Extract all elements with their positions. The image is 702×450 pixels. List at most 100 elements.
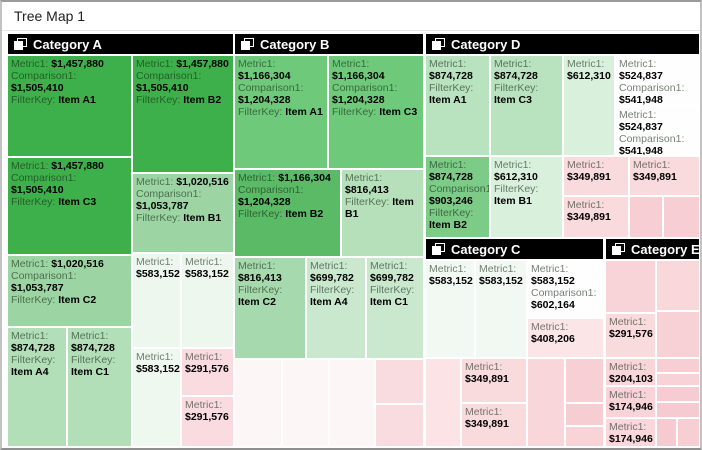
treemap-cell[interactable]: Metric1: $1,457,880 Comparison1: $1,505,4… — [8, 56, 131, 156]
treemap-cell[interactable]: Metric1: $816,413 FilterKey: Item B1 — [342, 170, 423, 256]
treemap-cell[interactable]: Metric1: $874,728 Comparison1: $903,246 Fi… — [426, 157, 489, 237]
treemap-cell[interactable]: Metric1: $291,576 — [606, 314, 655, 357]
cell-value: $1,166,304 — [238, 70, 291, 82]
treemap-cell[interactable]: Metric1: $583,152 — [133, 349, 180, 446]
cell-value: Item A1 — [429, 94, 467, 106]
treemap-cell[interactable]: Metric1: $583,152 — [182, 254, 233, 347]
category-header-category-e[interactable]: Category E — [606, 239, 699, 259]
cell-line: Metric1: $583,152 — [185, 256, 230, 280]
treemap-cell[interactable] — [657, 261, 699, 310]
treemap-cell[interactable]: Metric1: $612,310 FilterKey: Item B1 — [491, 157, 562, 237]
treemap-cell[interactable] — [678, 419, 699, 446]
cell-field-label: FilterKey: — [310, 284, 355, 296]
cell-line: Metric1: $1,457,880 — [11, 58, 128, 70]
treemap-cell[interactable]: Metric1: $1,166,304 Comparison1: $1,204,3… — [235, 56, 327, 168]
treemap-cell[interactable] — [566, 404, 603, 425]
treemap-cell[interactable]: Metric1: $349,891 — [564, 157, 628, 195]
cell-value: $1,204,328 — [238, 196, 291, 208]
treemap-cell[interactable]: Metric1: $349,891 — [564, 197, 628, 237]
treemap-cell[interactable] — [376, 405, 423, 446]
treemap-cell[interactable]: Metric1: $291,576 — [182, 397, 233, 446]
cell-field-label: Comparison1: — [238, 184, 304, 196]
treemap-cell[interactable] — [657, 374, 699, 385]
treemap-cell[interactable]: Metric1: $174,946 — [606, 419, 655, 446]
treemap-cell[interactable] — [657, 419, 676, 446]
treemap-cell[interactable] — [630, 197, 662, 237]
treemap-cell[interactable] — [566, 359, 603, 402]
cell-field-label: Comparison1: — [332, 82, 398, 94]
cell-value: $583,152 — [429, 275, 473, 287]
category-header-category-b[interactable]: Category B — [235, 34, 423, 54]
cell-line: Metric1: $349,891 — [465, 361, 523, 385]
cell-field-label: Metric1: — [465, 406, 503, 418]
treemap-cell[interactable]: Metric1: $583,152 Comparison1: $602,164 — [528, 261, 603, 317]
cell-line: Metric1: $524,837 — [619, 109, 696, 133]
treemap-cell[interactable] — [657, 359, 699, 372]
treemap-cell[interactable] — [657, 387, 699, 401]
treemap-cell[interactable] — [330, 360, 374, 446]
cell-value: $1,020,516 — [176, 176, 229, 188]
category-header-category-a[interactable]: Category A — [8, 34, 233, 54]
cell-line: Comparison1: $541,948 — [619, 133, 696, 155]
treemap-cell[interactable]: Metric1: $174,946 — [606, 387, 655, 417]
cell-field-label: Metric1: — [531, 263, 569, 275]
treemap-cell[interactable]: Metric1: $583,152 — [133, 254, 180, 347]
cell-field-label: Metric1: — [136, 351, 174, 363]
treemap-cell[interactable]: Metric1: $1,457,880 Comparison1: $1,505,4… — [133, 56, 233, 172]
treemap-cell[interactable]: Metric1: $204,103 — [606, 359, 655, 385]
cell-field-label: FilterKey: — [429, 207, 474, 219]
treemap-cell[interactable]: Metric1: $874,728 FilterKey: Item C1 — [68, 328, 131, 446]
treemap-cell[interactable]: Metric1: $1,166,304 Comparison1: $1,204,3… — [235, 170, 340, 256]
cell-value: $349,891 — [567, 171, 611, 183]
treemap-cell[interactable] — [426, 359, 460, 446]
treemap-cell[interactable]: Metric1: $874,728 FilterKey: Item A1 — [426, 56, 489, 155]
treemap-cell[interactable] — [528, 359, 564, 446]
cell-field-label: FilterKey: — [11, 294, 59, 306]
treemap-cell[interactable] — [657, 312, 699, 357]
treemap-cell[interactable]: Metric1: $699,782 FilterKey: Item A4 — [307, 258, 365, 358]
treemap-cell[interactable]: Metric1: $349,891 — [630, 157, 699, 195]
cell-line: Metric1: $612,310 — [567, 58, 611, 82]
cell-value: $1,053,787 — [136, 200, 189, 212]
treemap-cell[interactable]: Metric1: $612,310 — [564, 56, 614, 155]
treemap-cell[interactable]: Metric1: $816,413 FilterKey: Item C2 — [235, 258, 305, 358]
treemap-cell[interactable]: Metric1: $408,206 — [528, 319, 603, 357]
treemap-cell[interactable] — [664, 197, 699, 237]
treemap-cell[interactable]: Metric1: $583,152 — [426, 261, 474, 357]
treemap-cell[interactable]: Metric1: $524,837 Comparison1: $541,948 — [616, 107, 699, 155]
treemap-cell[interactable]: Metric1: $524,837 Comparison1: $541,948 — [616, 56, 699, 105]
treemap-cell[interactable]: Metric1: $874,728 FilterKey: Item C3 — [491, 56, 562, 155]
cell-value: $699,782 — [310, 272, 354, 284]
treemap-cell[interactable] — [566, 427, 603, 446]
cell-line: FilterKey: Item C1 — [370, 284, 420, 308]
treemap-cell[interactable]: Metric1: $1,020,516 Comparison1: $1,053,7… — [8, 256, 131, 326]
cell-value: $1,204,328 — [238, 94, 291, 106]
cell-field-label: Metric1: — [494, 159, 532, 171]
cell-field-label: Metric1: — [567, 58, 605, 70]
cell-line: Metric1: $874,728 — [429, 58, 486, 82]
treemap-cell[interactable]: Metric1: $1,166,304 Comparison1: $1,204,3… — [329, 56, 423, 168]
treemap-cell[interactable]: Metric1: $874,728 FilterKey: Item A4 — [8, 328, 66, 446]
treemap-cell[interactable]: Metric1: $291,576 — [182, 349, 233, 395]
cell-value: $583,152 — [136, 363, 180, 375]
treemap-cell[interactable]: Metric1: $349,891 — [462, 359, 526, 402]
cell-field-label: FilterKey: — [11, 94, 59, 106]
category-header-category-c[interactable]: Category C — [426, 239, 603, 259]
layers-icon — [14, 38, 27, 50]
treemap-cell[interactable] — [376, 360, 423, 403]
category-header-category-d[interactable]: Category D — [426, 34, 699, 54]
category-label: Category A — [33, 36, 102, 52]
treemap-cell[interactable] — [606, 261, 655, 312]
treemap-cell[interactable]: Metric1: $699,782 FilterKey: Item C1 — [367, 258, 423, 358]
treemap-cell[interactable]: Metric1: $1,457,880 Comparison1: $1,505,4… — [8, 158, 131, 254]
cell-field-label: Metric1: — [609, 421, 647, 433]
treemap-cell[interactable]: Metric1: $1,020,516 Comparison1: $1,053,7… — [133, 174, 233, 252]
cell-value: $349,891 — [567, 211, 611, 223]
treemap-cell[interactable] — [657, 403, 699, 417]
treemap-cell[interactable]: Metric1: $349,891 — [462, 404, 526, 446]
treemap-cell[interactable] — [283, 360, 328, 446]
treemap-cell[interactable]: Metric1: $583,152 — [476, 261, 526, 357]
treemap-cell[interactable] — [235, 360, 281, 446]
cell-field-label: Metric1: — [136, 176, 177, 188]
cell-value: $291,576 — [609, 328, 653, 340]
